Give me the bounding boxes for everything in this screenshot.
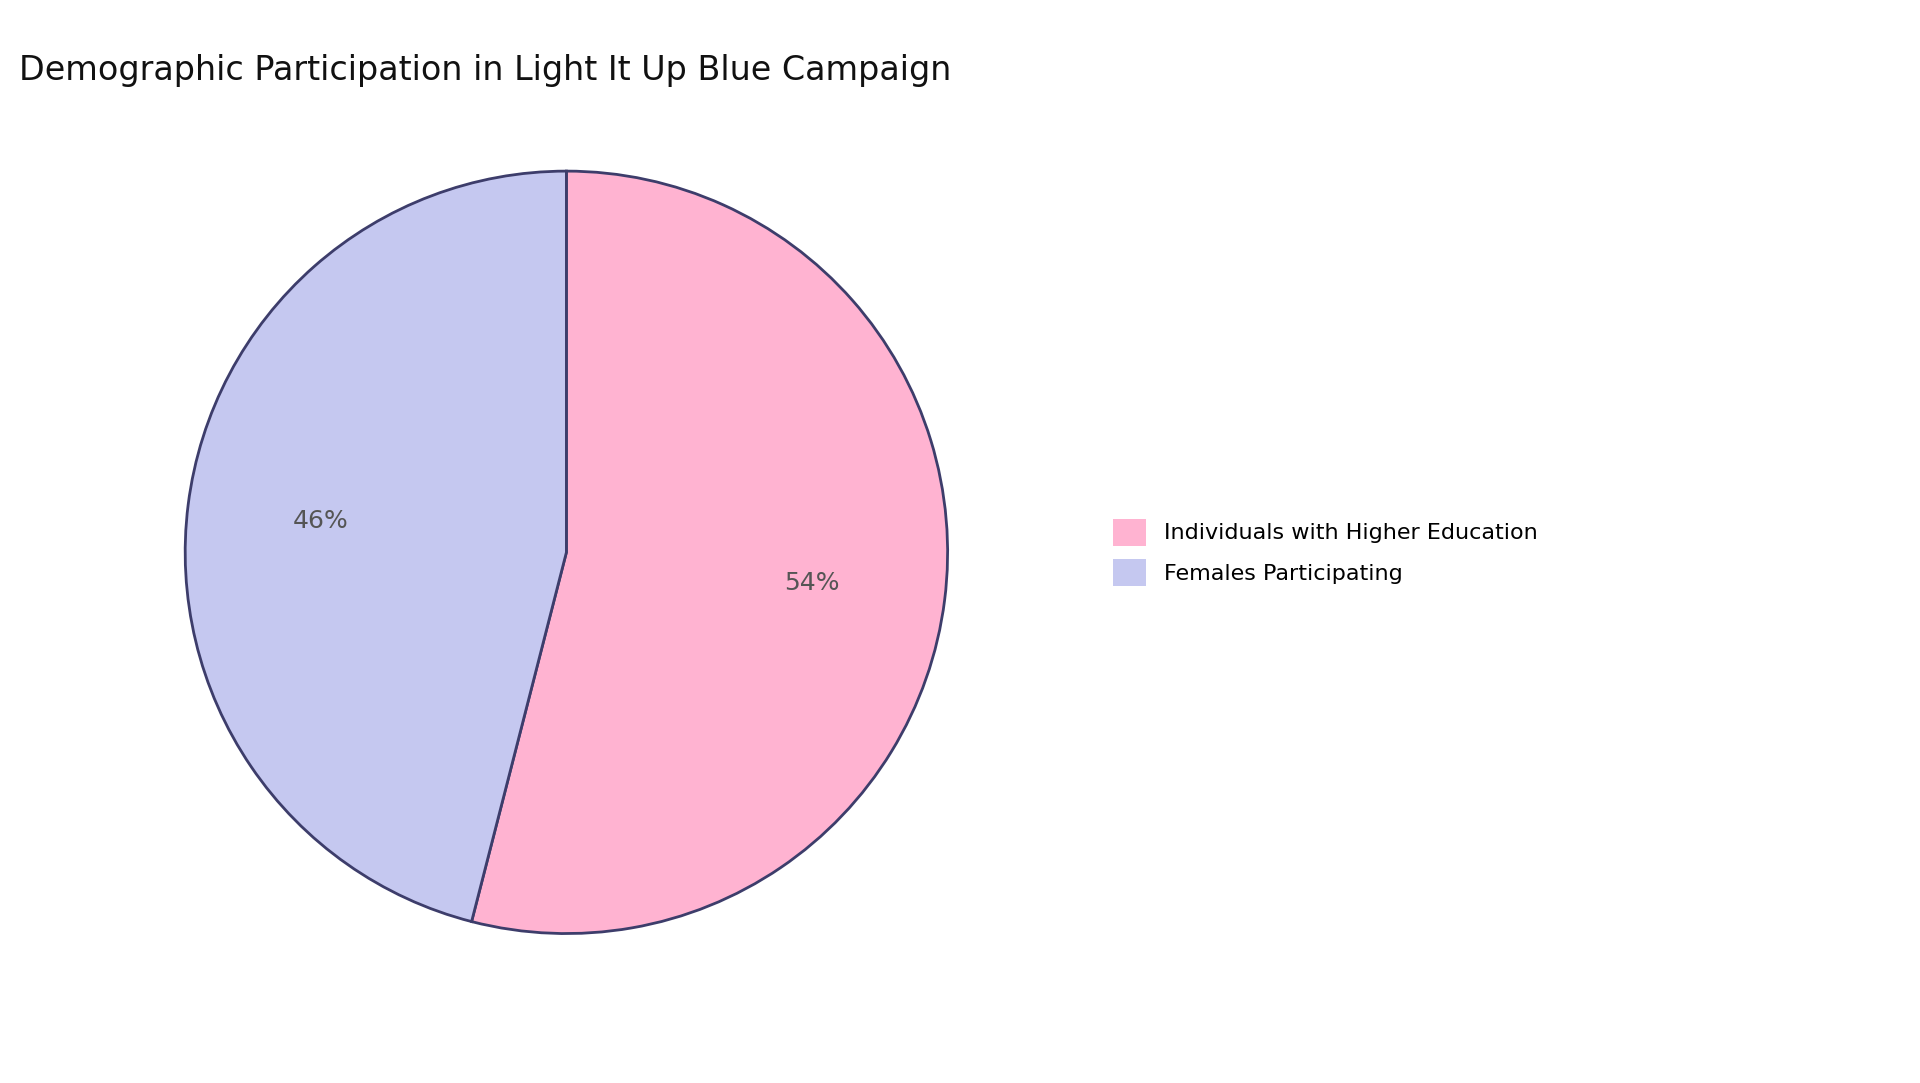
Wedge shape xyxy=(472,171,948,934)
Legend: Individuals with Higher Education, Females Participating: Individuals with Higher Education, Femal… xyxy=(1102,508,1549,597)
Text: 46%: 46% xyxy=(292,509,348,533)
Text: 54%: 54% xyxy=(785,572,839,596)
Text: Demographic Participation in Light It Up Blue Campaign: Demographic Participation in Light It Up… xyxy=(19,54,952,87)
Wedge shape xyxy=(184,171,566,922)
